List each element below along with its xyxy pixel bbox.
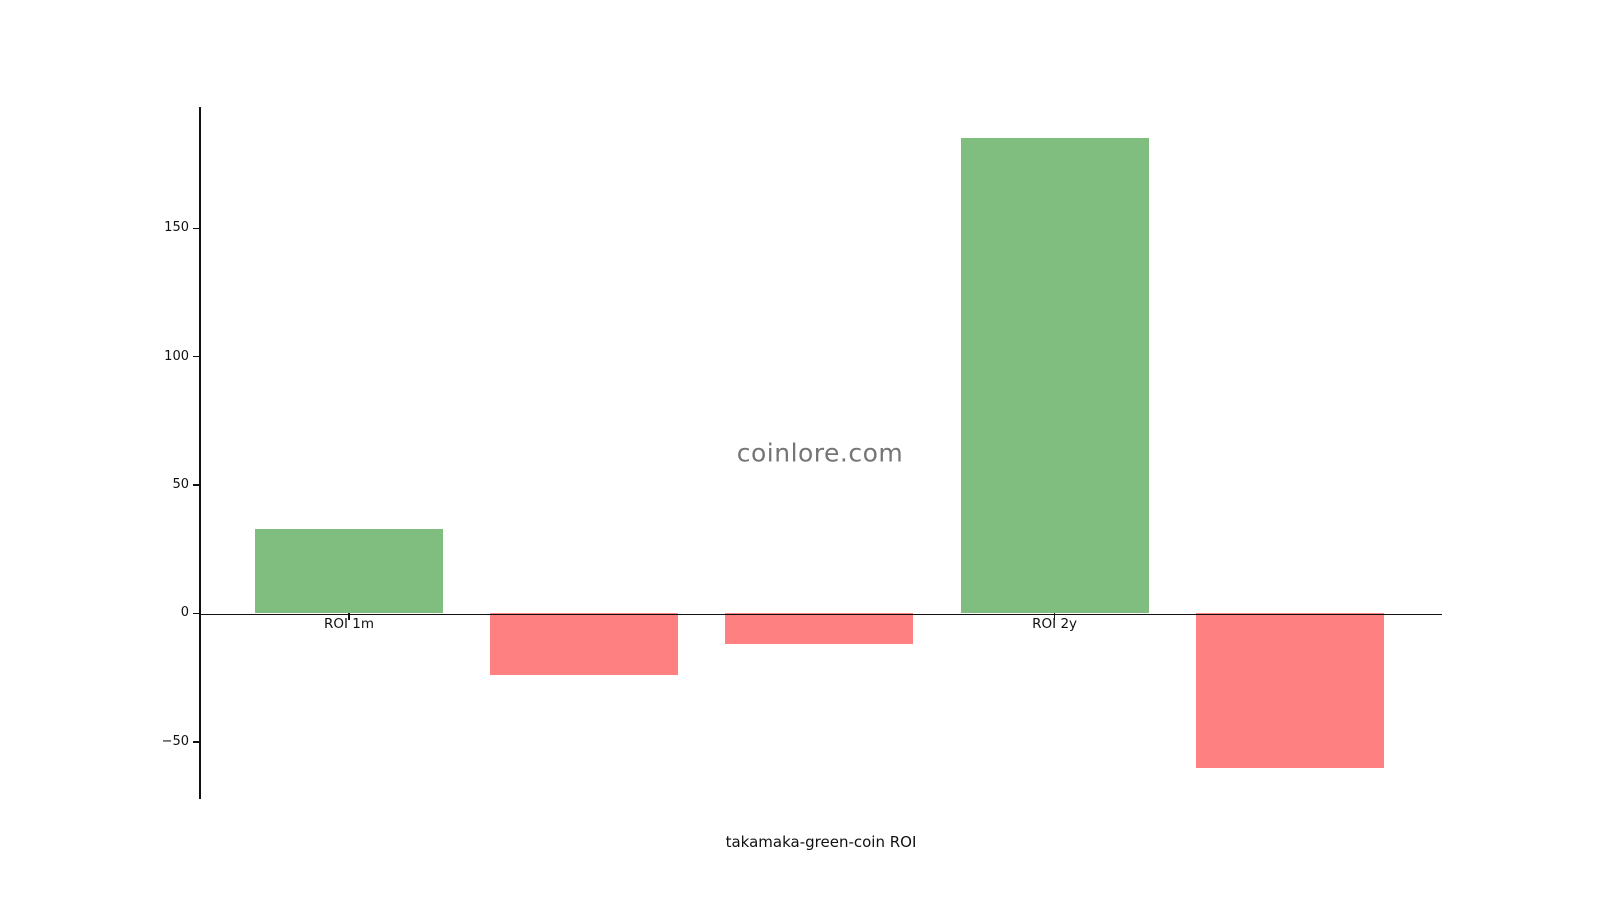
- x-tick-label: ROI 2y: [1032, 616, 1078, 633]
- bar: [255, 528, 443, 614]
- y-tick-label: 100: [164, 348, 189, 364]
- y-tick: [193, 741, 200, 743]
- x-tick: [348, 613, 350, 621]
- x-tick: [1053, 613, 1056, 621]
- bar: [490, 613, 679, 676]
- watermark: coinlore.com: [736, 438, 904, 468]
- y-axis-spine: [199, 107, 201, 799]
- x-axis-zero-line: [199, 613, 1443, 616]
- chart-title: takamaka-green-coin ROI: [725, 833, 917, 851]
- y-tick: [193, 356, 200, 358]
- y-tick: [193, 227, 200, 229]
- bar: [960, 138, 1149, 614]
- bar: [725, 613, 914, 645]
- y-tick-label: 150: [164, 220, 189, 236]
- y-tick-label: 0: [180, 605, 189, 621]
- y-tick-label: −50: [161, 733, 189, 749]
- y-tick: [193, 484, 200, 486]
- bar: [1195, 613, 1384, 768]
- y-tick: [193, 612, 200, 615]
- y-tick-label: 50: [172, 477, 189, 493]
- x-tick-label: ROI 1m: [323, 616, 375, 633]
